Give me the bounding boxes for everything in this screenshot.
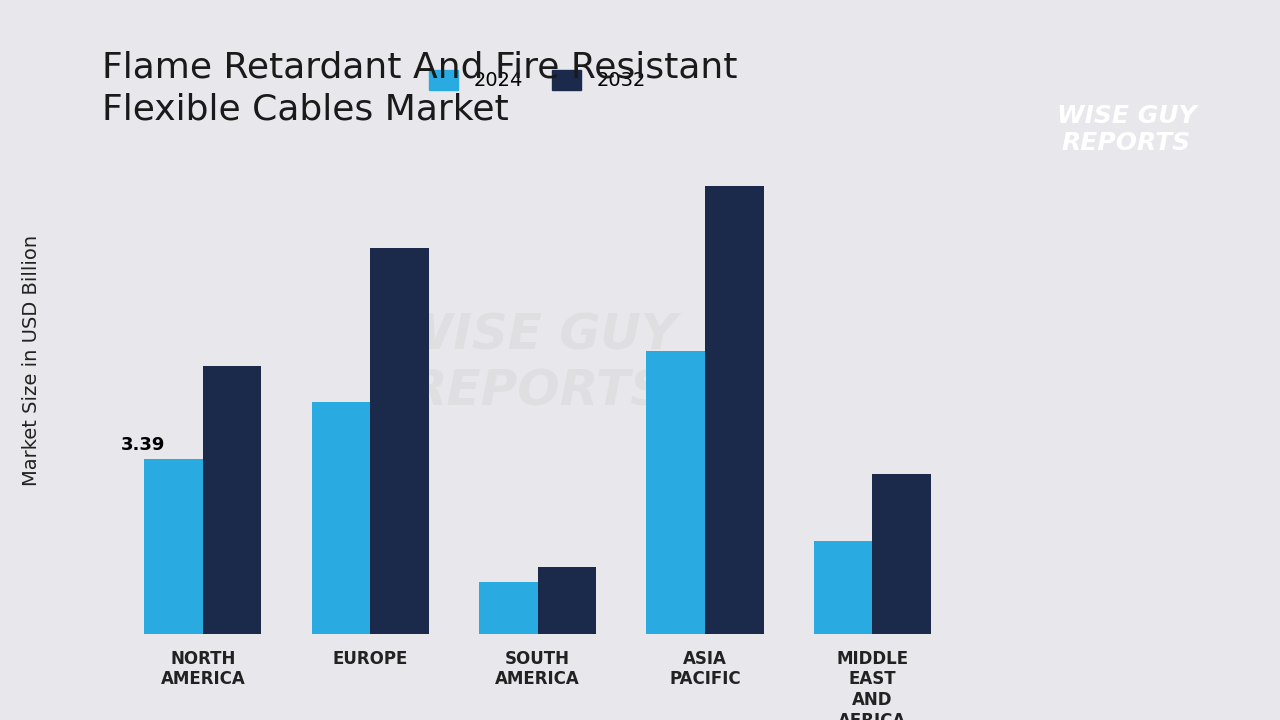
Bar: [370, 248, 429, 634]
Bar: [646, 351, 705, 634]
Bar: [814, 541, 873, 634]
Text: WISE GUY
REPORTS: WISE GUY REPORTS: [1056, 104, 1197, 156]
Bar: [311, 402, 370, 634]
Bar: [202, 366, 261, 634]
Text: WISE GUY
REPORTS: WISE GUY REPORTS: [398, 312, 677, 415]
Text: Flame Retardant And Fire Resistant
Flexible Cables Market: Flame Retardant And Fire Resistant Flexi…: [102, 50, 737, 127]
Bar: [873, 474, 931, 634]
Bar: [538, 567, 596, 634]
Legend: 2024, 2032: 2024, 2032: [419, 60, 657, 100]
Bar: [479, 582, 538, 634]
Text: Market Size in USD Billion: Market Size in USD Billion: [23, 235, 41, 485]
Bar: [705, 186, 764, 634]
Text: 3.39: 3.39: [122, 436, 165, 454]
Bar: [145, 459, 202, 634]
